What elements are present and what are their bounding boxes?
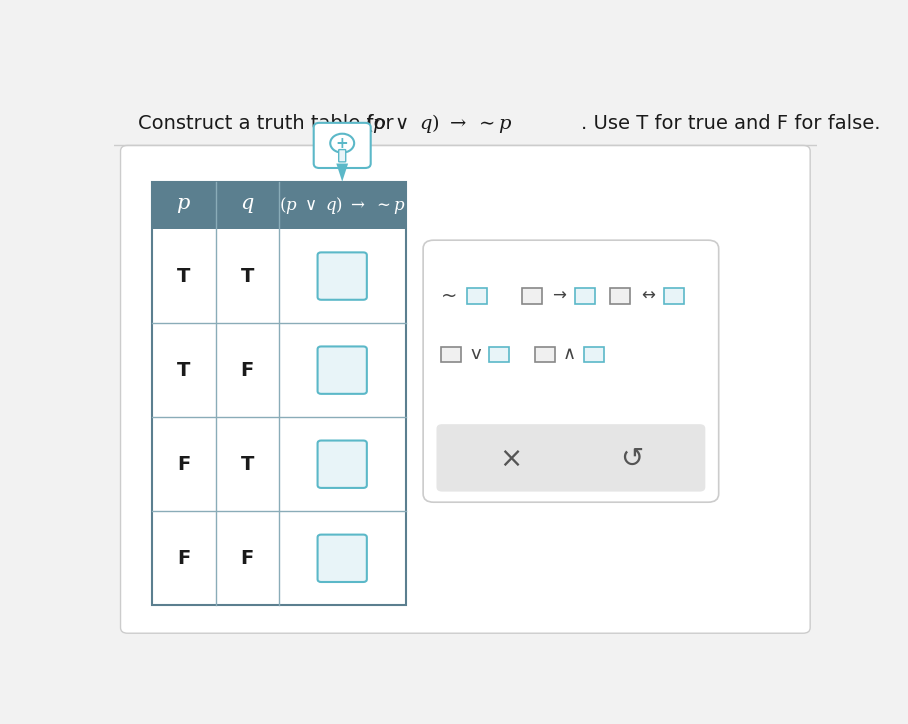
FancyBboxPatch shape <box>318 347 367 394</box>
FancyBboxPatch shape <box>575 288 595 304</box>
Text: +: + <box>336 135 349 151</box>
Text: Construct a truth table for: Construct a truth table for <box>138 114 400 132</box>
Text: ~: ~ <box>441 287 458 306</box>
FancyBboxPatch shape <box>318 534 367 582</box>
Text: ↺: ↺ <box>619 445 643 473</box>
FancyBboxPatch shape <box>665 288 685 304</box>
FancyBboxPatch shape <box>441 347 461 362</box>
FancyBboxPatch shape <box>468 288 488 304</box>
Text: T: T <box>177 361 191 379</box>
FancyBboxPatch shape <box>423 240 719 502</box>
FancyBboxPatch shape <box>121 146 810 634</box>
Text: →: → <box>552 287 566 305</box>
Polygon shape <box>336 164 348 182</box>
Text: $p$: $p$ <box>176 195 192 215</box>
Text: F: F <box>241 549 254 568</box>
Text: T: T <box>241 266 254 285</box>
Text: $q$: $q$ <box>240 195 254 215</box>
FancyBboxPatch shape <box>610 288 630 304</box>
Text: $(p\ \vee\ q)\ \rightarrow\ {\sim}p$: $(p\ \vee\ q)\ \rightarrow\ {\sim}p$ <box>365 111 513 135</box>
FancyBboxPatch shape <box>522 288 542 304</box>
Text: $(p\ \vee\ q)\ \rightarrow\ {\sim}p$: $(p\ \vee\ q)\ \rightarrow\ {\sim}p$ <box>279 195 406 216</box>
Text: F: F <box>177 455 191 473</box>
Text: T: T <box>241 455 254 473</box>
Text: . Use T for true and F for false.: . Use T for true and F for false. <box>581 114 881 132</box>
Text: F: F <box>177 549 191 568</box>
FancyBboxPatch shape <box>437 424 706 492</box>
Text: ∧: ∧ <box>563 345 576 363</box>
Text: v: v <box>470 345 481 363</box>
Text: F: F <box>241 361 254 379</box>
FancyBboxPatch shape <box>318 440 367 488</box>
FancyBboxPatch shape <box>153 182 406 229</box>
FancyBboxPatch shape <box>313 123 370 168</box>
Text: T: T <box>177 266 191 285</box>
FancyBboxPatch shape <box>318 253 367 300</box>
Text: ×: × <box>498 445 522 473</box>
FancyBboxPatch shape <box>535 347 555 362</box>
FancyBboxPatch shape <box>489 347 509 362</box>
Text: ↔: ↔ <box>641 287 656 305</box>
FancyBboxPatch shape <box>584 347 604 362</box>
FancyBboxPatch shape <box>339 150 346 162</box>
